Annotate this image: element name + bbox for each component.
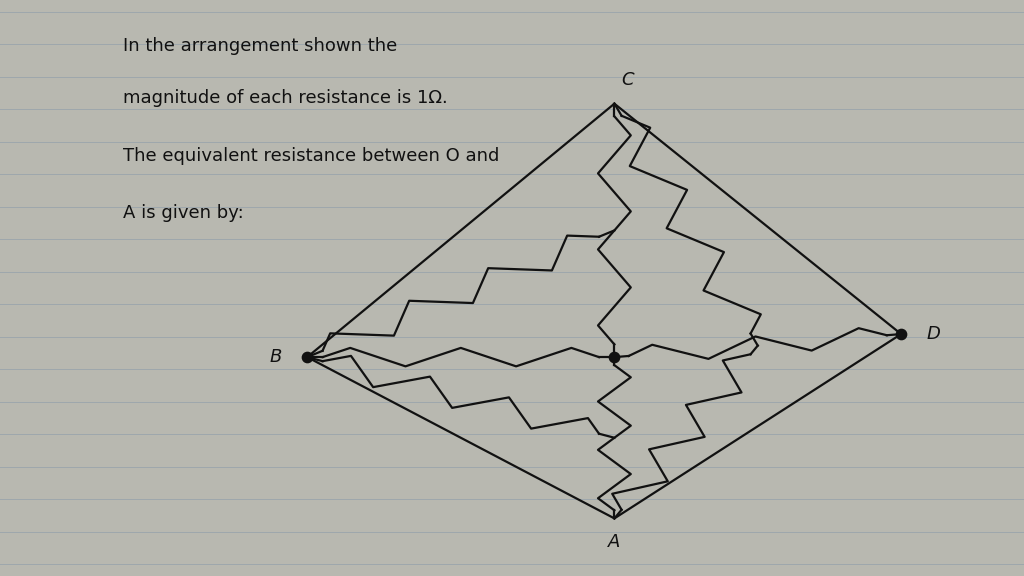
Point — [606, 353, 623, 362]
Text: D: D — [927, 325, 941, 343]
Text: In the arrangement shown the: In the arrangement shown the — [123, 37, 397, 55]
Point — [299, 353, 315, 362]
Text: A is given by:: A is given by: — [123, 204, 244, 222]
Text: C: C — [621, 71, 634, 89]
Text: A: A — [608, 533, 621, 551]
Text: The equivalent resistance between O and: The equivalent resistance between O and — [123, 146, 500, 165]
Text: B: B — [269, 348, 282, 366]
Text: magnitude of each resistance is 1Ω.: magnitude of each resistance is 1Ω. — [123, 89, 447, 107]
Point — [893, 329, 909, 339]
